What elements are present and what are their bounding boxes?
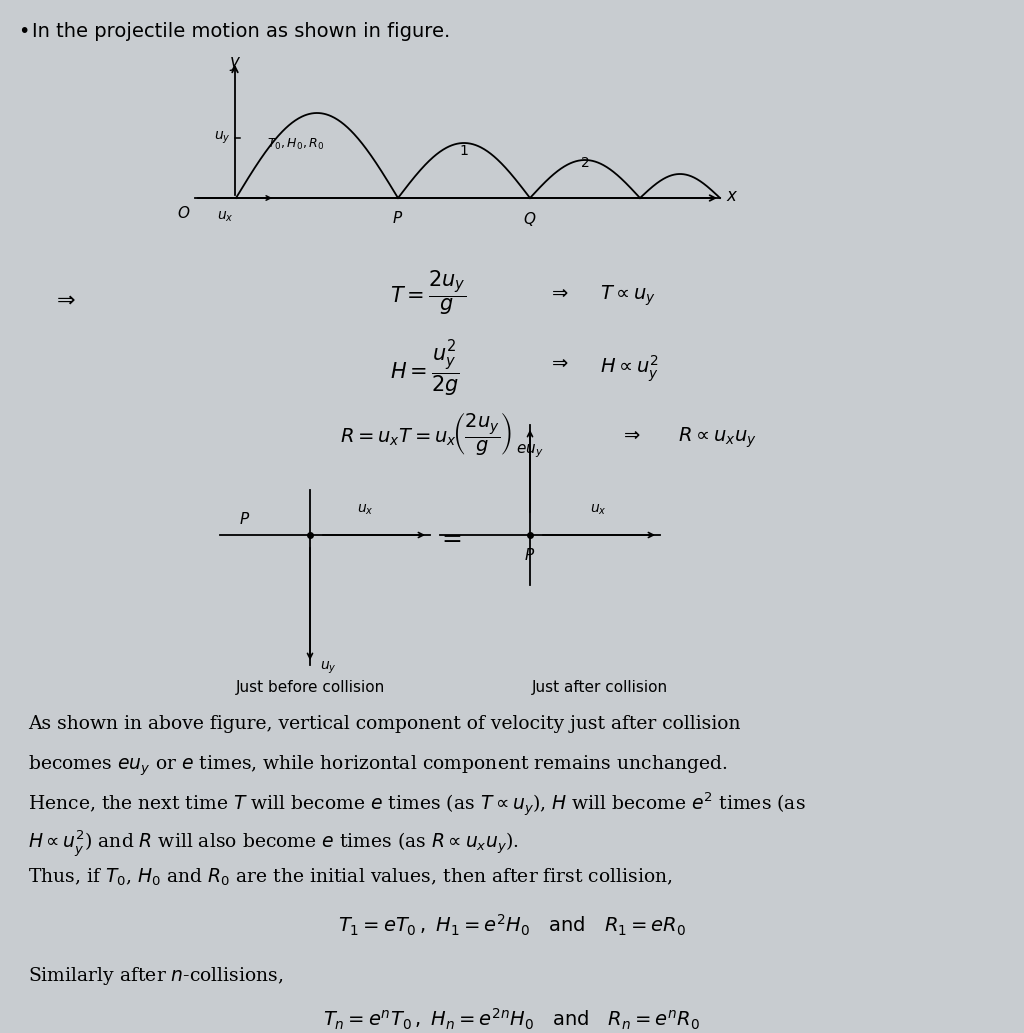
Text: becomes $eu_y$ or $e$ times, while horizontal component remains unchanged.: becomes $eu_y$ or $e$ times, while horiz… xyxy=(28,753,728,778)
Text: $R\propto u_xu_y$: $R\propto u_xu_y$ xyxy=(678,425,757,449)
Text: $T\propto u_y$: $T\propto u_y$ xyxy=(600,283,656,308)
Text: $T_1=eT_0\,,\ H_1=e^2H_0\quad\mathrm{and}\quad R_1=eR_0$: $T_1=eT_0\,,\ H_1=e^2H_0\quad\mathrm{and… xyxy=(338,913,686,938)
Text: $T_n=e^nT_0\,,\ H_n=e^{2n}H_0\quad\mathrm{and}\quad R_n=e^nR_0$: $T_n=e^nT_0\,,\ H_n=e^{2n}H_0\quad\mathr… xyxy=(324,1007,700,1032)
Text: $T_0, H_0, R_0$: $T_0, H_0, R_0$ xyxy=(267,137,325,152)
Text: $\Rightarrow$: $\Rightarrow$ xyxy=(548,353,569,372)
Text: As shown in above figure, vertical component of velocity just after collision: As shown in above figure, vertical compo… xyxy=(28,715,740,733)
Text: $T=\dfrac{2u_y}{g}$: $T=\dfrac{2u_y}{g}$ xyxy=(390,268,466,317)
Text: $=$: $=$ xyxy=(437,525,463,549)
Text: Similarly after $n$-collisions,: Similarly after $n$-collisions, xyxy=(28,965,284,987)
Text: $u_x$: $u_x$ xyxy=(217,210,233,224)
Text: $P$: $P$ xyxy=(524,547,536,563)
Text: $u_x$: $u_x$ xyxy=(590,503,606,516)
Text: Just after collision: Just after collision xyxy=(531,680,668,695)
Text: $eu_y$: $eu_y$ xyxy=(516,442,544,460)
Text: Hence, the next time $T$ will become $e$ times (as $T\propto u_y$), $H$ will bec: Hence, the next time $T$ will become $e$… xyxy=(28,791,806,819)
Text: $u_y$: $u_y$ xyxy=(214,130,231,146)
Text: $H\propto u_y^2$) and $R$ will also become $e$ times (as $R\propto u_xu_y$).: $H\propto u_y^2$) and $R$ will also beco… xyxy=(28,829,519,859)
Text: $u_y$: $u_y$ xyxy=(319,660,337,677)
Text: $\Rightarrow$: $\Rightarrow$ xyxy=(52,290,76,310)
Text: $H\propto u_y^2$: $H\propto u_y^2$ xyxy=(600,353,658,383)
Text: $Q$: $Q$ xyxy=(523,210,537,228)
Text: $P$: $P$ xyxy=(240,511,251,527)
Text: $1$: $1$ xyxy=(459,144,469,158)
Text: Just before collision: Just before collision xyxy=(236,680,385,695)
Text: $P$: $P$ xyxy=(392,210,403,226)
Text: In the projectile motion as shown in figure.: In the projectile motion as shown in fig… xyxy=(32,22,451,41)
Text: $y$: $y$ xyxy=(228,55,242,73)
Text: $\Rightarrow$: $\Rightarrow$ xyxy=(620,425,641,444)
Text: $H=\dfrac{u_y^2}{2g}$: $H=\dfrac{u_y^2}{2g}$ xyxy=(390,338,460,399)
Text: Thus, if $T_0$, $H_0$ and $R_0$ are the initial values, then after first collisi: Thus, if $T_0$, $H_0$ and $R_0$ are the … xyxy=(28,867,673,888)
Text: $u_x$: $u_x$ xyxy=(356,503,374,516)
Text: $O$: $O$ xyxy=(176,205,190,221)
Text: $\Rightarrow$: $\Rightarrow$ xyxy=(548,283,569,302)
Text: $2$: $2$ xyxy=(581,156,590,170)
Text: •: • xyxy=(18,22,30,41)
Text: $x$: $x$ xyxy=(726,187,738,205)
Text: $R=u_xT=u_x\!\left(\dfrac{2u_y}{g}\right)$: $R=u_xT=u_x\!\left(\dfrac{2u_y}{g}\right… xyxy=(340,410,512,457)
